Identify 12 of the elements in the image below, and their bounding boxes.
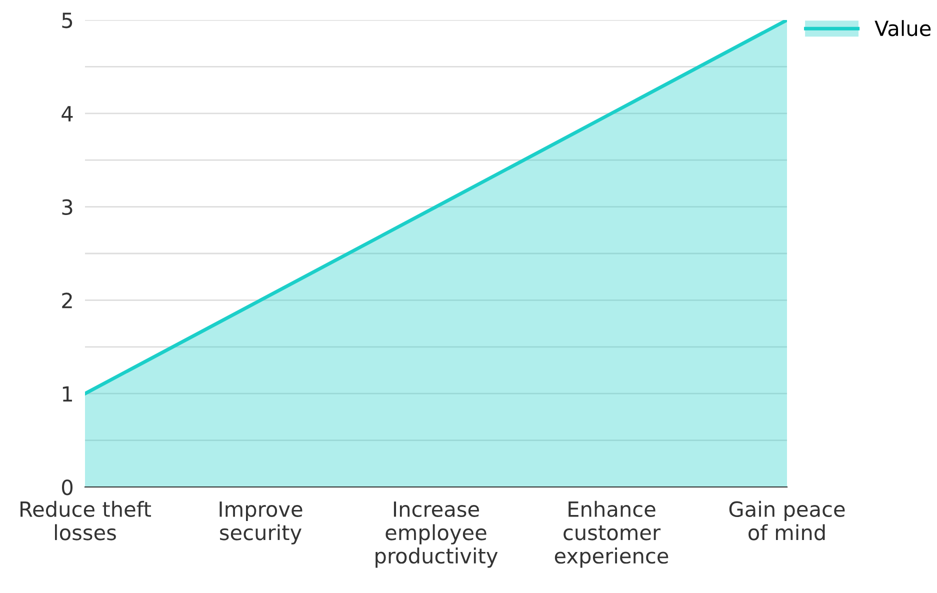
- legend-label: Value: [874, 20, 931, 36]
- x-tick-label: Reduce theft losses: [20, 500, 152, 540]
- x-tick-label: Improve security: [220, 502, 302, 544]
- y-tick-label: 0: [62, 479, 73, 496]
- y-tick-label: 1: [62, 386, 72, 402]
- y-tick-label: 4: [62, 106, 73, 122]
- x-tick-label: Enhance customer experience: [554, 500, 668, 568]
- y-tick-label: 3: [62, 199, 72, 216]
- y-tick-label: 2: [62, 292, 72, 308]
- x-tick-label: Gain peace of mind: [729, 500, 845, 540]
- x-tick-label: Increase employee productivity: [376, 502, 498, 568]
- y-tick-label: 5: [62, 12, 72, 28]
